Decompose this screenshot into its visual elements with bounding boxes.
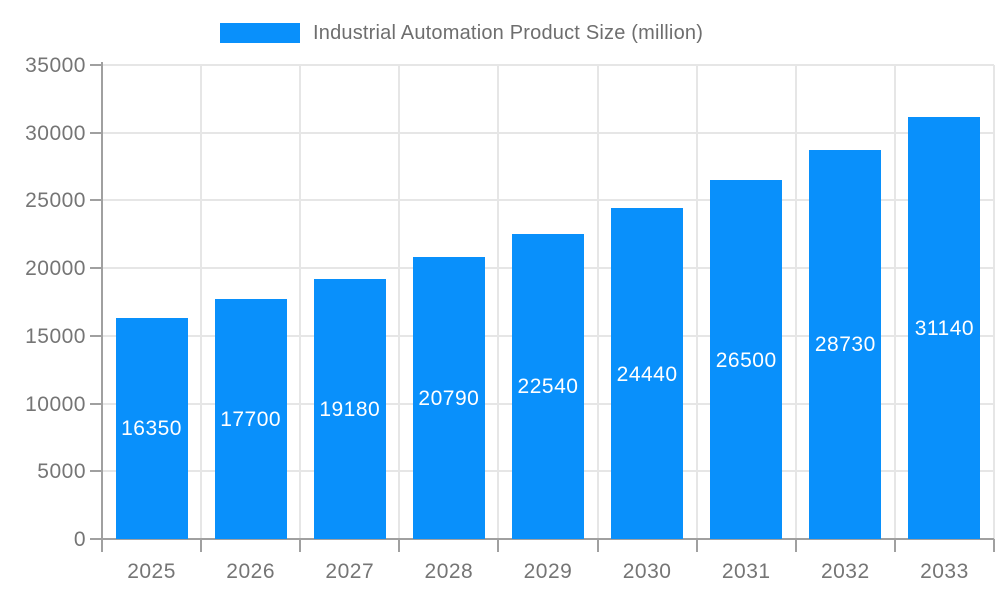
y-tick-label: 10000 — [25, 392, 86, 416]
v-gridline — [299, 65, 302, 539]
x-tick — [101, 539, 103, 552]
x-tick — [893, 539, 896, 552]
x-tick — [993, 539, 995, 552]
x-tick — [695, 539, 698, 552]
x-axis-label: 2028 — [424, 560, 474, 583]
x-axis-label: 2033 — [920, 560, 969, 583]
x-axis-line — [102, 538, 994, 540]
bar[interactable] — [908, 117, 981, 539]
v-gridline — [398, 65, 401, 539]
x-tick — [596, 539, 599, 552]
x-axis-label: 2026 — [226, 560, 276, 583]
v-gridline — [993, 65, 995, 539]
bar[interactable] — [313, 279, 386, 539]
x-tick — [794, 539, 797, 552]
bar[interactable] — [115, 317, 188, 539]
legend-label: Industrial Automation Product Size (mill… — [313, 21, 704, 44]
y-tick-label: 35000 — [25, 54, 86, 77]
y-tick — [90, 402, 102, 405]
y-tick — [90, 267, 102, 270]
h-gridline — [102, 64, 994, 66]
y-tick — [90, 131, 102, 134]
y-axis-line — [101, 62, 103, 539]
x-axis-label: 2030 — [622, 560, 672, 583]
x-axis-label: 2025 — [127, 560, 176, 583]
bar[interactable] — [710, 180, 783, 539]
y-tick-label: 15000 — [25, 324, 86, 348]
v-gridline — [893, 65, 896, 539]
y-tick — [90, 470, 102, 473]
y-tick-label: 0 — [73, 528, 86, 551]
x-tick — [497, 539, 500, 552]
legend-item[interactable]: Industrial Automation Product Size (mill… — [220, 21, 704, 44]
x-axis-label: 2032 — [820, 560, 870, 583]
bar[interactable] — [412, 257, 485, 539]
y-tick — [90, 64, 102, 66]
h-gridline — [102, 131, 994, 134]
bar[interactable] — [809, 149, 882, 539]
v-gridline — [497, 65, 500, 539]
y-tick-label: 25000 — [25, 189, 86, 213]
bar[interactable] — [512, 233, 584, 539]
y-tick-label: 30000 — [25, 121, 86, 145]
legend-swatch — [220, 23, 300, 43]
v-gridline — [794, 65, 797, 539]
bar[interactable] — [214, 299, 287, 539]
bar[interactable] — [611, 208, 684, 539]
y-tick-label: 20000 — [25, 257, 86, 281]
v-gridline — [596, 65, 599, 539]
x-tick — [299, 539, 302, 552]
y-tick — [90, 334, 102, 337]
h-gridline — [102, 199, 994, 202]
y-tick — [90, 199, 102, 202]
v-gridline — [200, 65, 203, 539]
v-gridline — [695, 65, 698, 539]
y-tick — [90, 538, 102, 540]
x-axis-label: 2027 — [325, 560, 375, 583]
x-tick — [200, 539, 203, 552]
x-axis-label: 2029 — [523, 560, 573, 583]
x-tick — [398, 539, 401, 552]
y-tick-label: 5000 — [37, 460, 86, 484]
x-axis-label: 2031 — [721, 560, 771, 583]
